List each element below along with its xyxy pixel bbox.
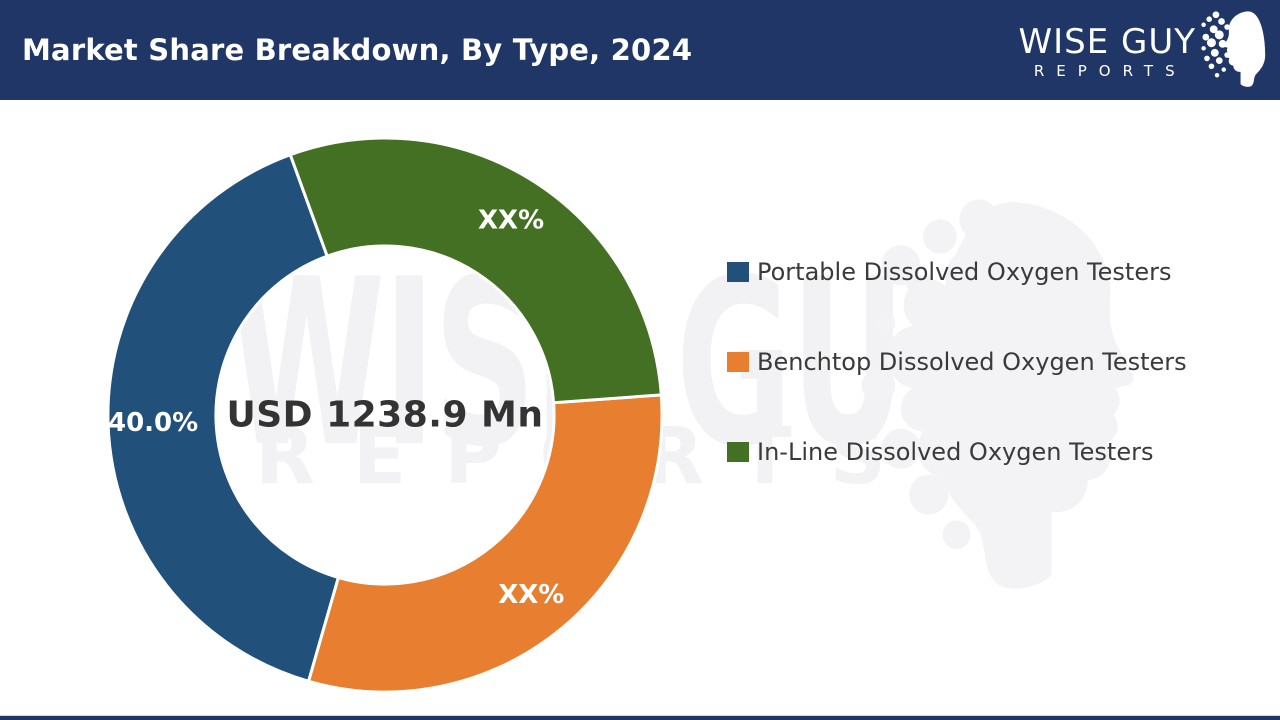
pie-slice-2 — [288, 136, 663, 405]
legend-label: Portable Dissolved Oxygen Testers — [757, 258, 1172, 286]
brand-face-icon — [1201, 11, 1266, 87]
watermark-face-icon — [861, 199, 1134, 589]
brand-wordmark: WISE GUY — [1018, 22, 1196, 62]
brand-logo: WISE GUY REPORTS — [1018, 5, 1268, 95]
legend-swatch-portable — [727, 262, 749, 282]
pie-slice-1 — [307, 393, 664, 694]
legend-swatch-inline — [727, 442, 749, 462]
legend-swatch-benchtop — [727, 352, 749, 372]
chart-center-value: USD 1238.9 Mn — [226, 394, 544, 436]
footer-bar — [0, 715, 1280, 720]
legend-label: In-Line Dissolved Oxygen Testers — [757, 438, 1154, 466]
brand-reports-label: REPORTS — [1033, 62, 1187, 80]
legend: Portable Dissolved Oxygen Testers Bencht… — [727, 257, 1187, 467]
legend-item-inline: In-Line Dissolved Oxygen Testers — [727, 437, 1187, 467]
donut-chart: 40.0% XX% XX% — [106, 136, 664, 694]
pie-slice-percent-label: XX% — [478, 205, 544, 235]
pie-slice-percent-label: XX% — [498, 580, 564, 610]
legend-label: Benchtop Dissolved Oxygen Testers — [757, 348, 1187, 376]
page-title: Market Share Breakdown, By Type, 2024 — [22, 33, 693, 67]
legend-item-benchtop: Benchtop Dissolved Oxygen Testers — [727, 347, 1187, 377]
pie-slice-percent-label: 40.0% — [108, 408, 198, 438]
legend-item-portable: Portable Dissolved Oxygen Testers — [727, 257, 1187, 287]
header-bar: Market Share Breakdown, By Type, 2024 WI… — [0, 0, 1280, 100]
brand-text: WISE GUY REPORTS — [1018, 24, 1196, 80]
pie-slice-0 — [106, 153, 340, 683]
